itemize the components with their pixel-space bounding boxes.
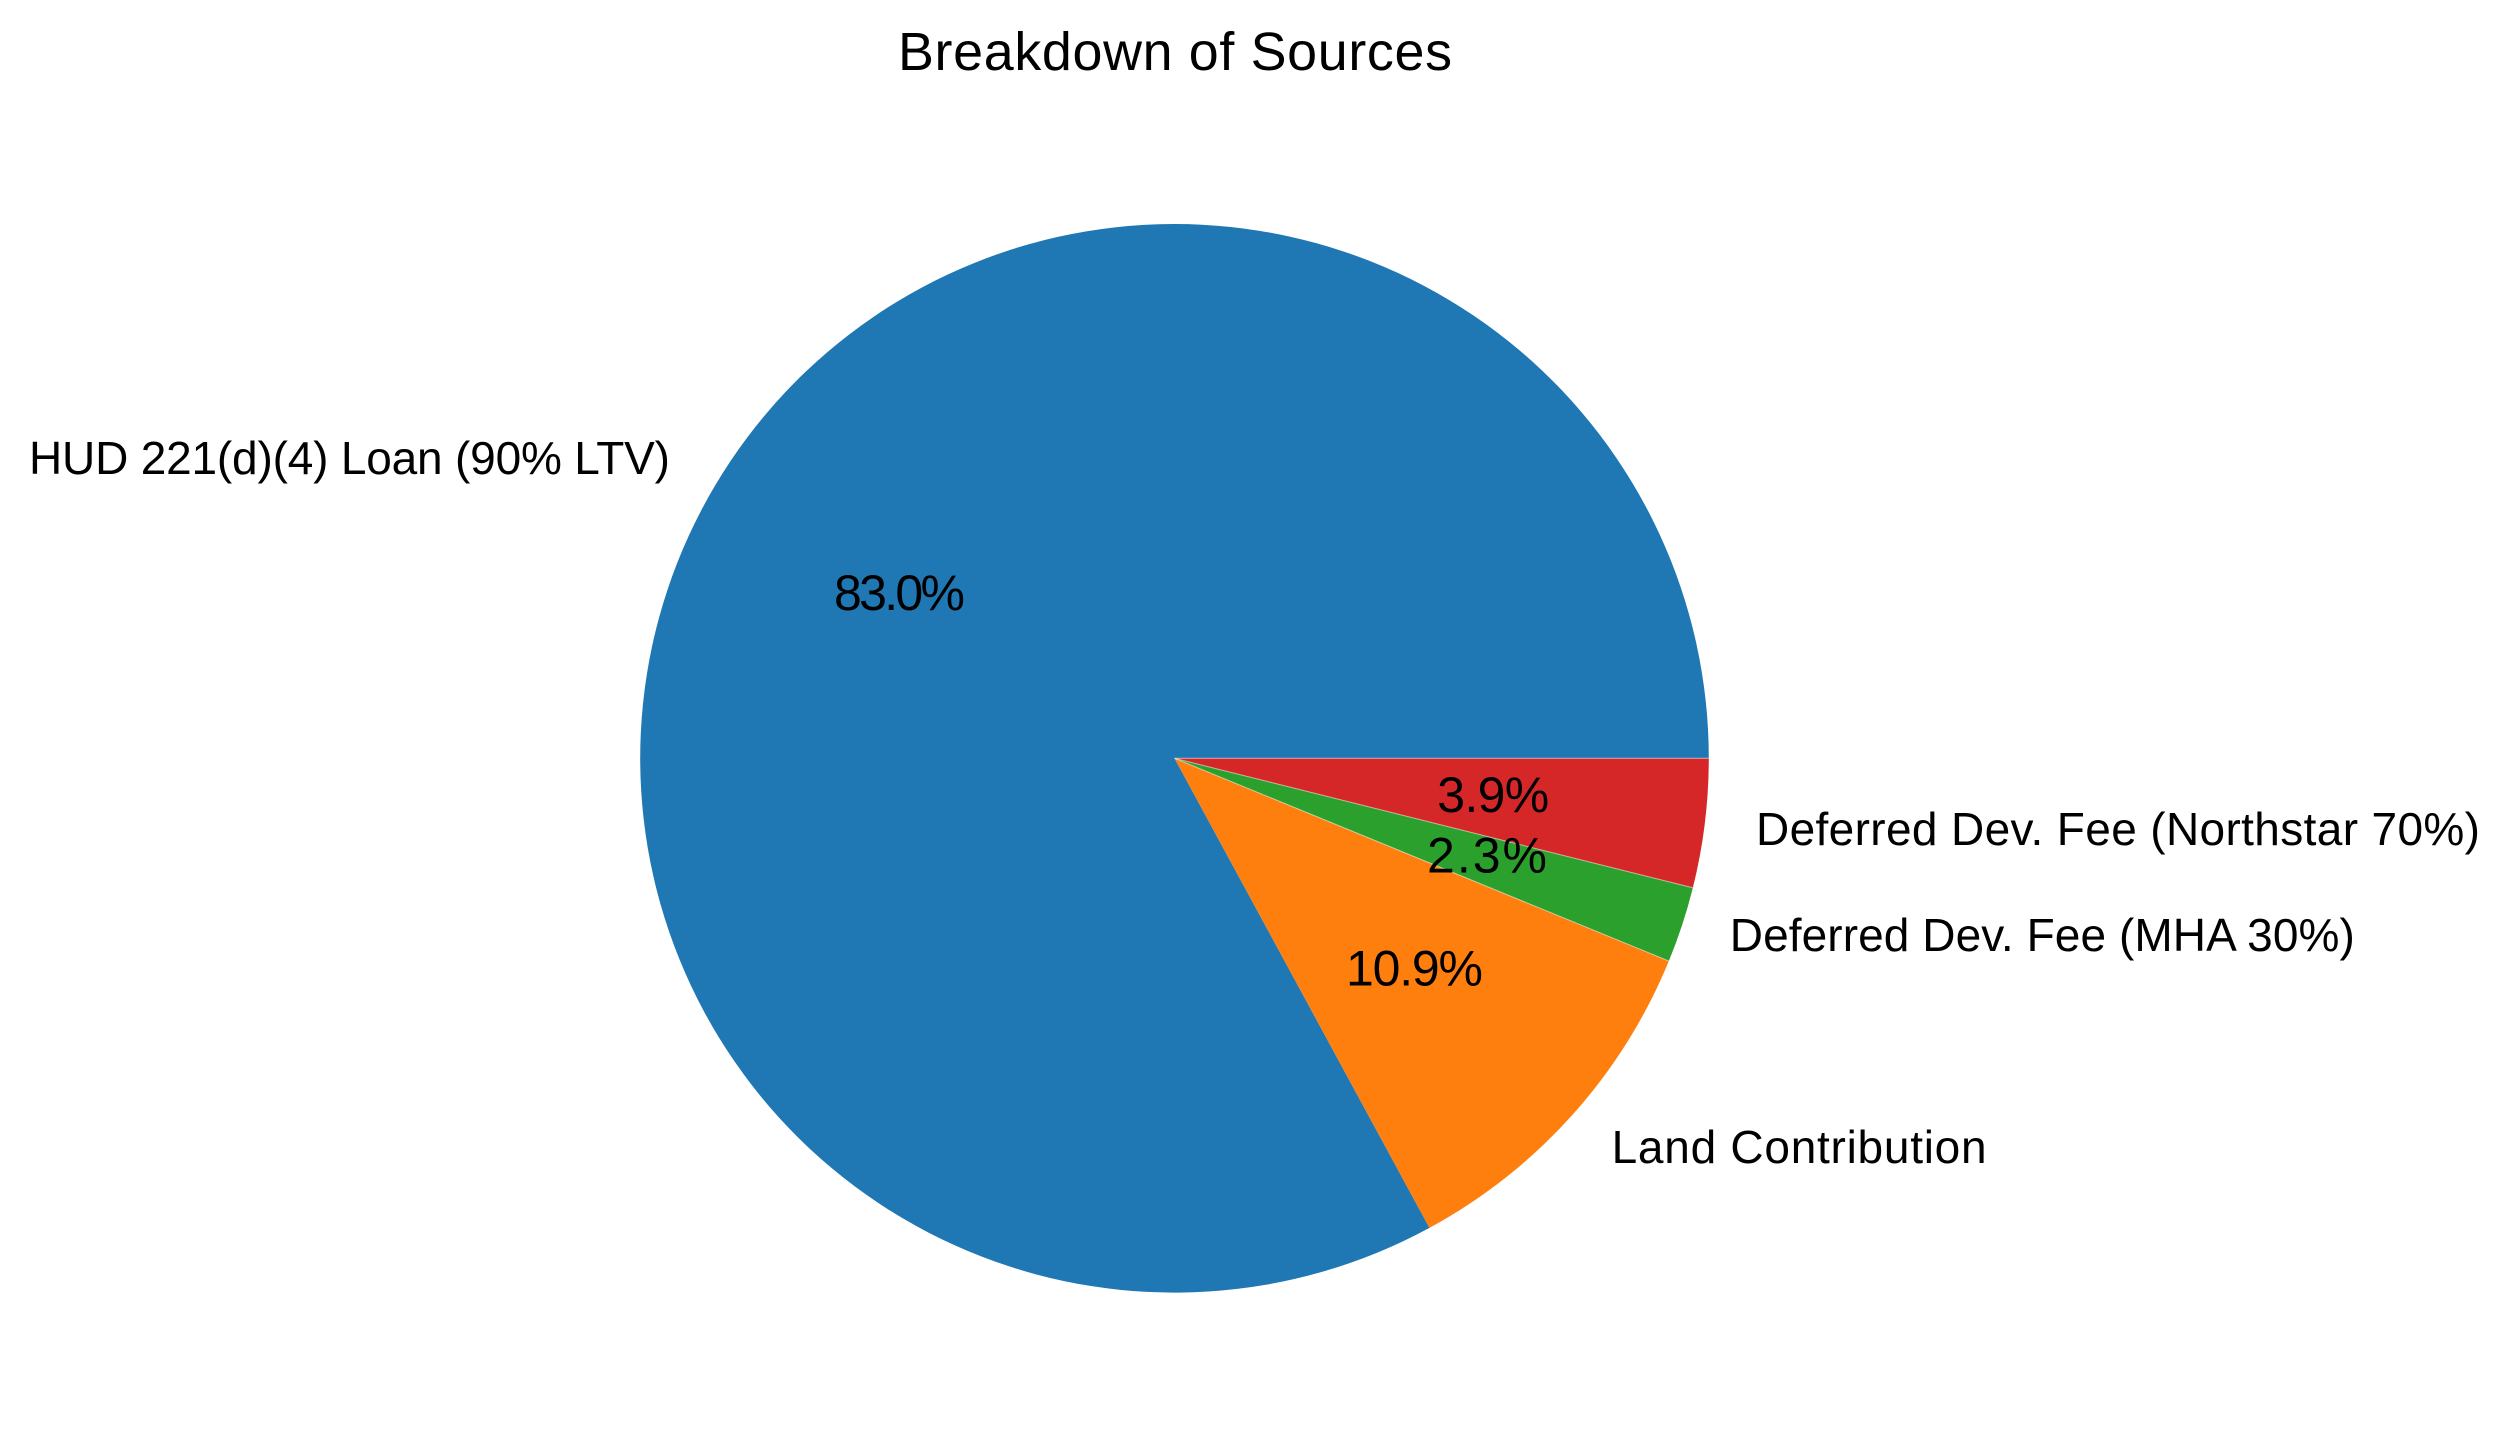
- svg-text:Land Contribution: Land Contribution: [1612, 1121, 1987, 1173]
- svg-text:3.9%: 3.9%: [1437, 767, 1549, 823]
- svg-text:Deferred Dev. Fee (MHA 30%): Deferred Dev. Fee (MHA 30%): [1730, 909, 2355, 961]
- svg-text:Deferred Dev. Fee (Northstar 7: Deferred Dev. Fee (Northstar 70%): [1756, 803, 2480, 855]
- svg-text:83.0%: 83.0%: [834, 565, 965, 621]
- svg-text:Breakdown of Sources: Breakdown of Sources: [898, 22, 1452, 82]
- svg-text:HUD 221(d)(4) Loan (90% LTV): HUD 221(d)(4) Loan (90% LTV): [29, 432, 670, 484]
- svg-text:2.3%: 2.3%: [1427, 828, 1547, 884]
- svg-text:10.9%: 10.9%: [1346, 941, 1483, 997]
